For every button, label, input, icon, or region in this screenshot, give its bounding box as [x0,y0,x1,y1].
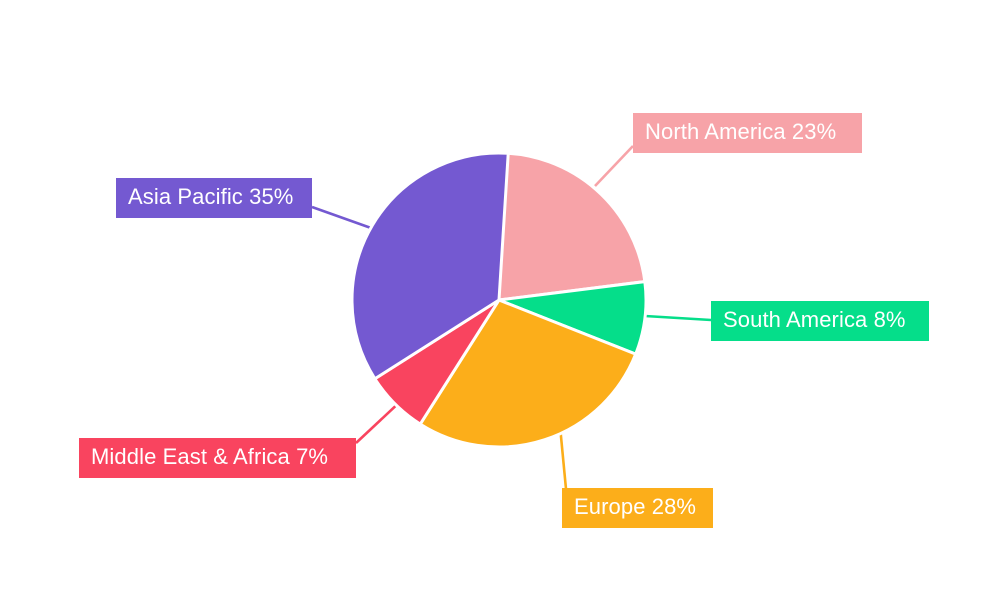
leader-line-asia-pacific [311,205,372,230]
leader-line-middle-east-africa [355,398,404,444]
leader-line-group [311,145,712,490]
leader-line-europe [558,425,568,490]
pie-label-north-america: North America 23% [633,113,862,153]
leader-line-north-america [594,145,634,187]
pie-label-asia-pacific: Asia Pacific 35% [116,178,312,218]
pie-slice-europe[interactable] [418,298,638,449]
leader-line-south-america [644,314,712,322]
pie-slice-north-america[interactable] [497,151,647,302]
pie-label-europe: Europe 28% [562,488,713,528]
pie-label-south-america: South America 8% [711,301,929,341]
pie-label-middle-east-africa: Middle East & Africa 7% [79,438,356,478]
pie-slice-group [350,151,648,449]
pie-slice-asia-pacific[interactable] [350,151,510,381]
